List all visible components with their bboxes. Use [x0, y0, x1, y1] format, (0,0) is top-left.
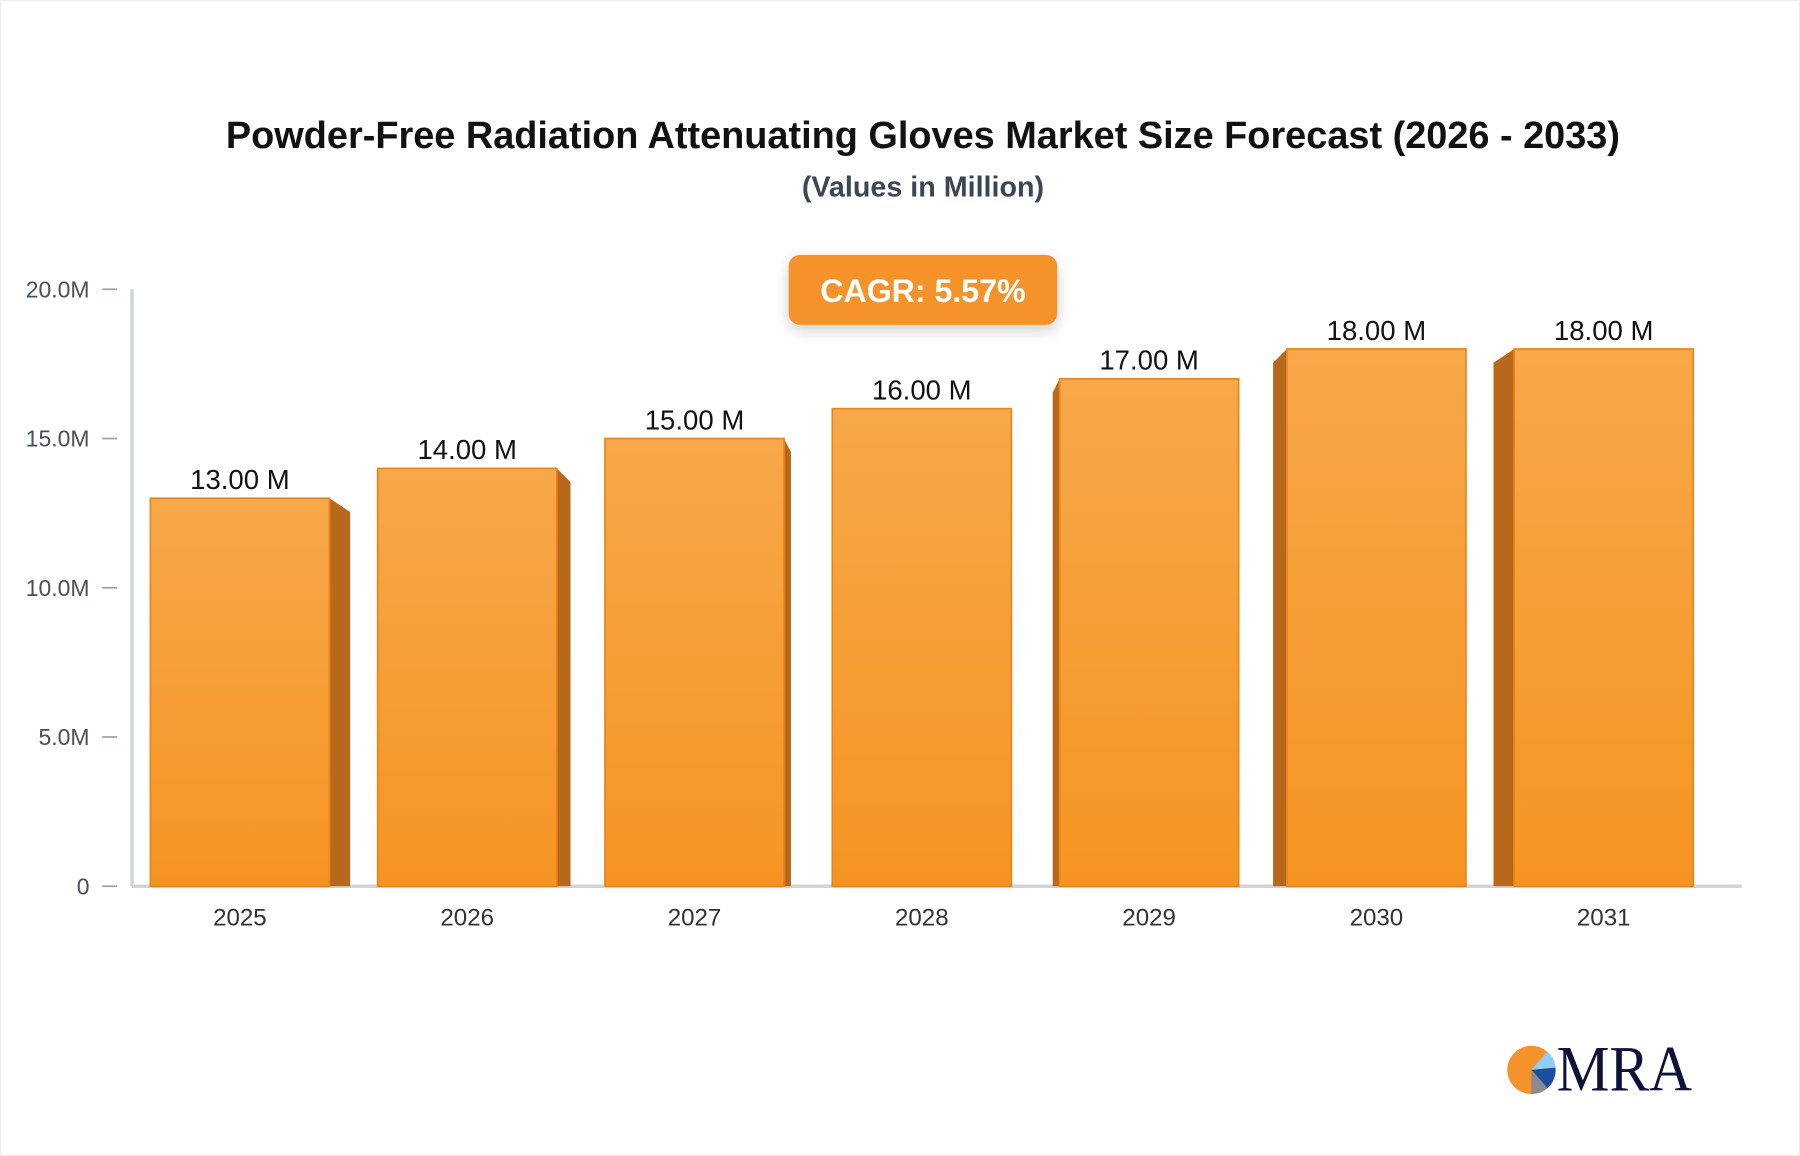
bar-side [329, 498, 351, 887]
y-tick-label: 20.0M [26, 276, 90, 302]
chart-subtitle: (Values in Million) [802, 171, 1044, 203]
cagr-label: CAGR: 5.57% [820, 273, 1025, 309]
bar-side [1052, 378, 1060, 887]
bar-2029 [1058, 377, 1240, 888]
y-tick-label: 10.0M [26, 575, 90, 601]
bar-side [556, 468, 571, 887]
y-tick-label: 5.0M [39, 724, 90, 750]
x-tick-label: 2031 [1577, 904, 1631, 931]
chart-title: Powder-Free Radiation Attenuating Gloves… [226, 115, 1620, 157]
data-label: 18.00 M [1554, 315, 1654, 346]
bar-side [784, 438, 791, 887]
bar-2030 [1286, 348, 1467, 888]
data-label: 15.00 M [645, 404, 745, 435]
bar-side [1273, 348, 1287, 887]
cagr-badge [788, 254, 1058, 325]
cagr-badge-background [788, 254, 1058, 325]
data-label: 18.00 M [1327, 315, 1427, 346]
x-tick-label: 2027 [668, 904, 722, 931]
bar-side [1493, 348, 1515, 887]
y-tick-label: 0 [77, 873, 90, 899]
data-label: 16.00 M [872, 374, 972, 405]
x-tick-label: 2028 [895, 904, 949, 931]
data-label: 17.00 M [1099, 345, 1199, 376]
x-tick-label: 2026 [440, 904, 494, 931]
data-label: 13.00 M [190, 464, 290, 495]
data-label: 14.00 M [417, 434, 517, 465]
x-tick-label: 2029 [1122, 904, 1176, 931]
bar-2028 [831, 407, 1013, 888]
logo-text: MRA [1557, 1034, 1692, 1105]
bar-2025 [149, 497, 331, 888]
x-tick-label: 2025 [213, 904, 267, 931]
bar-2026 [376, 467, 558, 888]
mra-logo: MRA [1507, 1034, 1692, 1105]
x-tick-label: 2030 [1350, 904, 1404, 931]
y-tick-label: 15.0M [26, 426, 90, 452]
bar-2031 [1513, 348, 1695, 888]
bar-2027 [604, 437, 785, 888]
